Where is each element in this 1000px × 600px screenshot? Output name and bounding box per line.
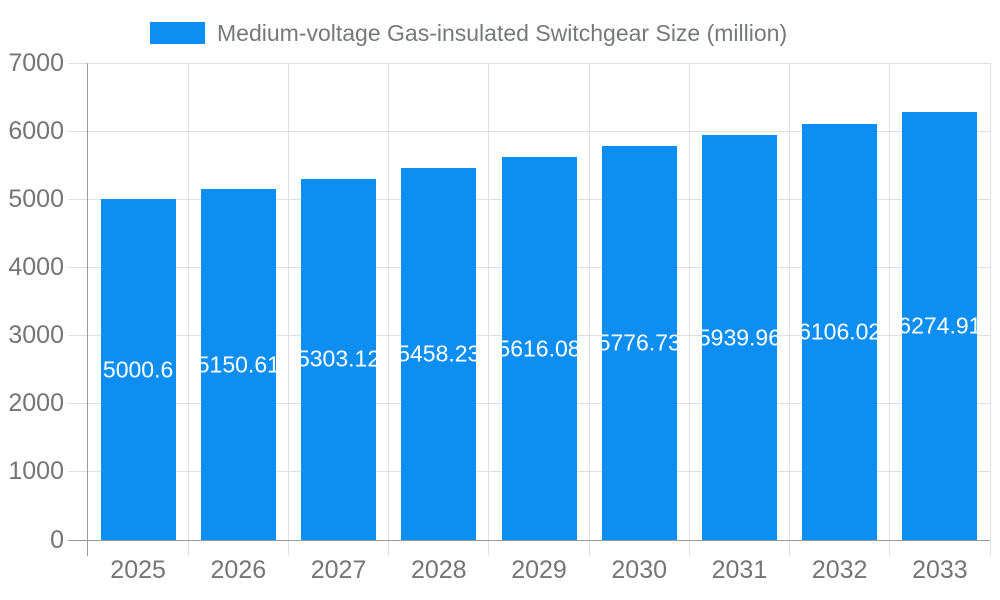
x-axis-label: 2029 xyxy=(511,556,567,584)
v-gridline xyxy=(889,63,891,556)
bar-value-label: 5458.23 xyxy=(401,340,477,367)
bar-2031: 5939.96 xyxy=(701,135,777,540)
x-axis-label: 2032 xyxy=(811,556,868,584)
y-tick xyxy=(68,403,88,405)
bar-value-label: 6274.91 xyxy=(902,312,978,339)
bar-2028: 5458.23 xyxy=(401,168,477,540)
x-axis-label: 2027 xyxy=(310,556,367,584)
legend-swatch xyxy=(150,22,205,44)
v-gridline xyxy=(588,63,590,556)
y-tick xyxy=(68,335,88,337)
chart-legend[interactable]: Medium-voltage Gas-insulated Switchgear … xyxy=(150,20,787,46)
bar-value-label: 5776.73 xyxy=(601,329,677,356)
bar-2027: 5303.12 xyxy=(301,178,377,540)
y-tick xyxy=(68,130,88,132)
bar-value-label: 5150.61 xyxy=(200,351,276,377)
bar-2032: 6106.02 xyxy=(802,123,878,540)
v-gridline xyxy=(187,63,189,556)
bar-value-label: 5939.96 xyxy=(701,324,777,351)
chart-title: Medium-voltage Gas-insulated Switchgear … xyxy=(217,19,788,46)
x-axis-label: 2031 xyxy=(711,556,768,584)
v-gridline xyxy=(488,63,490,556)
bar-value-label: 6106.02 xyxy=(802,318,878,345)
y-tick xyxy=(68,198,88,200)
x-axis-label: 2025 xyxy=(110,556,166,584)
bar-value-label: 5616.08 xyxy=(501,335,577,362)
bar-2026: 5150.61 xyxy=(200,189,276,540)
x-axis-label: 2033 xyxy=(912,556,968,584)
bar-value-label: 5303.12 xyxy=(301,345,377,372)
bar-2030: 5776.73 xyxy=(601,146,677,540)
v-gridline xyxy=(989,63,991,556)
bar-2029: 5616.08 xyxy=(501,157,577,540)
y-tick xyxy=(68,62,88,64)
x-axis-line xyxy=(68,539,990,541)
y-axis-label: 0 xyxy=(50,525,64,554)
y-axis-label: 5000 xyxy=(8,184,64,213)
y-axis-label: 6000 xyxy=(8,116,64,145)
x-axis-label: 2030 xyxy=(611,556,668,584)
y-axis-label: 4000 xyxy=(8,252,64,281)
v-gridline xyxy=(388,63,390,556)
v-gridline xyxy=(688,63,690,556)
v-gridline xyxy=(789,63,791,556)
y-tick xyxy=(68,471,88,473)
h-gridline xyxy=(88,130,990,132)
x-axis-label: 2026 xyxy=(210,556,267,584)
bar-value-label: 5000.6 xyxy=(102,356,174,383)
y-axis-label: 2000 xyxy=(8,389,64,418)
y-axis-label: 1000 xyxy=(8,457,64,486)
y-axis-label: 7000 xyxy=(8,48,64,77)
y-axis-label: 3000 xyxy=(8,321,64,350)
bar-2025: 5000.6 xyxy=(100,199,176,540)
x-axis-label: 2028 xyxy=(410,556,467,584)
v-gridline xyxy=(287,63,289,556)
h-gridline xyxy=(88,62,990,64)
bar-2033: 6274.91 xyxy=(902,112,978,540)
y-tick xyxy=(68,266,88,268)
y-axis-line xyxy=(87,63,88,556)
